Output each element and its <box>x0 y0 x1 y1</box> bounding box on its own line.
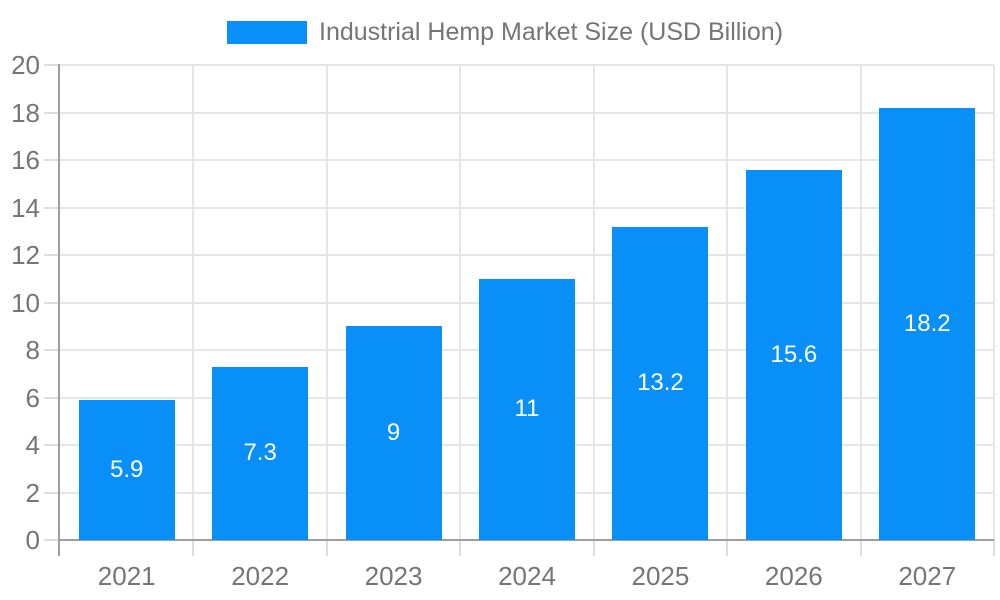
y-axis-tick <box>44 444 60 446</box>
x-axis-tick <box>192 540 195 556</box>
bar-2021 <box>78 399 175 540</box>
x-axis-tick-label: 2025 <box>631 561 690 591</box>
y-axis-tick <box>44 301 60 304</box>
x-axis-tick <box>325 540 328 556</box>
gridline-horizontal <box>60 159 994 161</box>
gridline-horizontal <box>60 111 994 114</box>
y-axis-line <box>58 64 60 556</box>
y-axis-tick-label: 6 <box>25 382 40 413</box>
x-axis-line <box>58 539 994 541</box>
y-axis-tick <box>44 396 60 399</box>
x-axis-tick <box>592 540 595 556</box>
bar-2023 <box>345 326 442 540</box>
bar-value-label: 15.6 <box>770 340 818 368</box>
x-axis-tick-label: 2026 <box>764 561 823 591</box>
y-axis-tick <box>44 206 60 209</box>
x-axis-tick-label: 2024 <box>498 561 556 591</box>
y-axis-tick-label: 8 <box>25 335 40 365</box>
y-axis-tick-label: 0 <box>25 525 40 555</box>
gridline-vertical <box>859 65 862 540</box>
y-axis-tick-label: 14 <box>11 192 40 223</box>
gridline-horizontal <box>60 64 994 66</box>
x-axis-tick-label: 2027 <box>898 561 957 591</box>
bar-value-label: 18.2 <box>903 309 951 337</box>
bar-value-label: 13.2 <box>637 369 684 397</box>
y-axis-tick-label: 2 <box>25 477 40 508</box>
bar-2027 <box>879 107 976 540</box>
x-axis-tick <box>859 540 862 556</box>
bar-2026 <box>745 169 842 540</box>
gridline-vertical <box>459 65 462 540</box>
y-axis-tick <box>44 111 60 114</box>
bar-value-label: 11 <box>514 395 540 423</box>
y-axis-tick <box>44 159 60 161</box>
gridline-vertical <box>192 65 195 540</box>
y-axis-tick-label: 20 <box>11 50 40 80</box>
x-axis-tick-label: 2021 <box>97 561 156 591</box>
bar-2022 <box>212 366 309 540</box>
gridline-vertical <box>325 65 328 540</box>
legend-label: Industrial Hemp Market Size (USD Billion… <box>319 17 784 46</box>
x-axis-tick <box>726 540 729 556</box>
bar-value-label: 5.9 <box>110 455 144 483</box>
gridline-horizontal <box>60 206 994 209</box>
legend-swatch <box>227 20 307 44</box>
bar-2024 <box>479 278 575 540</box>
y-axis-tick <box>44 491 60 494</box>
y-axis-tick <box>44 349 60 351</box>
x-axis-tick-label: 2023 <box>364 561 423 591</box>
y-axis-tick-label: 4 <box>25 430 40 460</box>
gridline-vertical <box>592 65 595 540</box>
x-axis-tick-label: 2022 <box>231 561 290 591</box>
x-axis-tick <box>993 540 995 556</box>
y-axis-tick <box>44 254 60 256</box>
gridline-vertical <box>993 65 995 540</box>
legend: Industrial Hemp Market Size (USD Billion… <box>227 18 783 46</box>
bar-value-label: 9 <box>386 419 401 447</box>
y-axis-tick-label: 18 <box>11 97 40 128</box>
bar-2025 <box>612 226 709 540</box>
y-axis-tick-label: 10 <box>11 287 40 318</box>
y-axis-tick-label: 16 <box>11 145 40 175</box>
y-axis-tick <box>44 539 60 541</box>
x-axis-tick <box>459 540 462 556</box>
gridline-horizontal <box>60 254 994 256</box>
y-axis-tick <box>44 64 60 66</box>
bar-value-label: 7.3 <box>243 439 277 467</box>
y-axis-tick-label: 12 <box>11 240 40 270</box>
gridline-vertical <box>726 65 729 540</box>
